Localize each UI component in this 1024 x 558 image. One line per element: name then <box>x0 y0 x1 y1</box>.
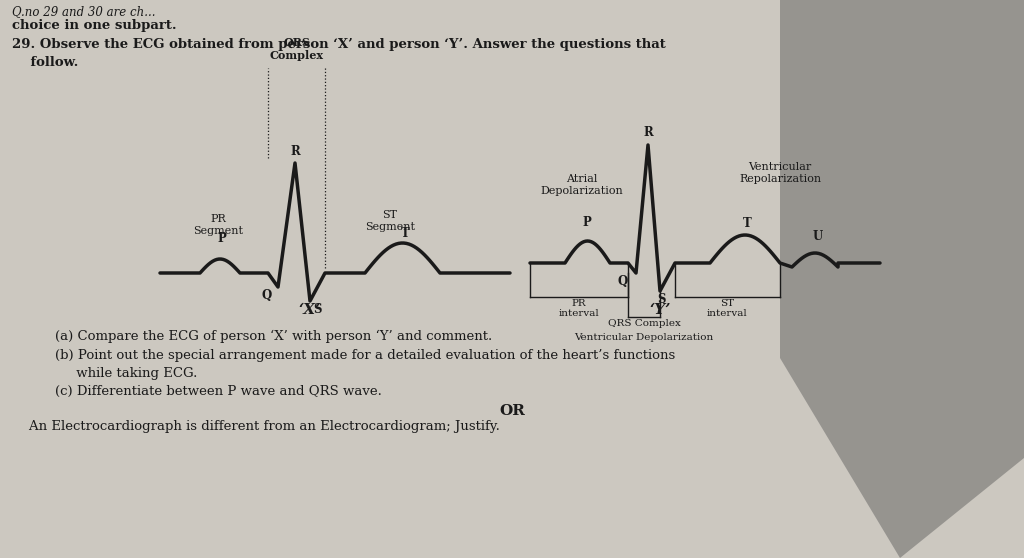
Text: P: P <box>218 232 226 245</box>
Text: (a) Compare the ECG of person ‘X’ with person ‘Y’ and comment.: (a) Compare the ECG of person ‘X’ with p… <box>55 330 493 343</box>
Text: (b) Point out the special arrangement made for a detailed evaluation of the hear: (b) Point out the special arrangement ma… <box>55 349 675 362</box>
Text: Ventricular
Repolarization: Ventricular Repolarization <box>739 162 821 184</box>
Text: ST
Segment: ST Segment <box>365 210 415 232</box>
Text: S: S <box>313 303 322 316</box>
Text: PR
Segment: PR Segment <box>193 214 243 236</box>
Text: follow.: follow. <box>12 56 79 69</box>
Text: An Electrocardiograph is different from an Electrocardiogram; Justify.: An Electrocardiograph is different from … <box>12 420 500 433</box>
Text: Q: Q <box>262 289 272 302</box>
Text: 29. Observe the ECG obtained from person ‘X’ and person ‘Y’. Answer the question: 29. Observe the ECG obtained from person… <box>12 38 666 51</box>
Text: while taking ECG.: while taking ECG. <box>55 367 198 380</box>
Text: T: T <box>400 227 410 240</box>
Text: QRS
Complex: QRS Complex <box>269 37 324 61</box>
Text: U: U <box>813 230 823 243</box>
Text: Ventricular Depolarization: Ventricular Depolarization <box>574 333 714 342</box>
Text: Q: Q <box>617 275 628 288</box>
Text: ‘X’: ‘X’ <box>299 303 322 317</box>
Text: Atrial
Depolarization: Atrial Depolarization <box>541 174 624 196</box>
Text: S: S <box>656 293 666 306</box>
Text: OR: OR <box>499 404 525 418</box>
Text: QRS Complex: QRS Complex <box>607 319 680 328</box>
Text: P: P <box>583 216 592 229</box>
Text: PR
interval: PR interval <box>559 299 599 319</box>
Text: T: T <box>742 217 752 230</box>
Text: ST
interval: ST interval <box>708 299 748 319</box>
Text: Q.no 29 and 30 are ch...: Q.no 29 and 30 are ch... <box>12 5 156 18</box>
Text: R: R <box>643 126 653 139</box>
Text: choice in one subpart.: choice in one subpart. <box>12 19 176 32</box>
Text: ‘Y’: ‘Y’ <box>649 303 671 317</box>
Polygon shape <box>780 0 1024 558</box>
Text: R: R <box>290 145 300 158</box>
Text: (c) Differentiate between P wave and QRS wave.: (c) Differentiate between P wave and QRS… <box>55 385 382 398</box>
